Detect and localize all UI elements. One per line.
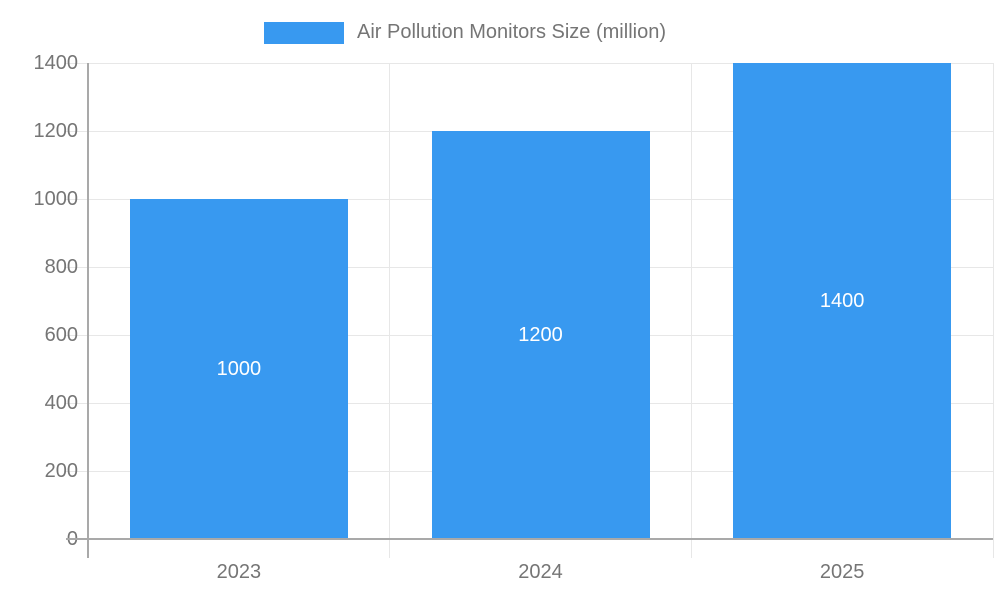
y-axis-tick-label: 400 <box>44 392 78 414</box>
legend-swatch <box>264 21 344 44</box>
bar-2023[interactable] <box>129 199 348 539</box>
x-axis-tick-label: 2025 <box>819 561 865 583</box>
x-gridline <box>690 63 692 558</box>
y-axis-tick-label: 600 <box>44 324 78 346</box>
y-axis-line <box>87 63 89 558</box>
y-axis-tick-label: 1000 <box>33 188 79 210</box>
bar-value-label: 1400 <box>819 290 865 312</box>
legend[interactable]: Air Pollution Monitors Size (million) <box>264 21 666 44</box>
bar-2025[interactable] <box>733 63 952 539</box>
bar-value-label: 1200 <box>518 324 563 346</box>
y-gridline <box>66 62 993 64</box>
y-axis-tick-label: 1400 <box>33 52 79 74</box>
x-gridline <box>389 63 391 558</box>
x-axis-tick-label: 2024 <box>518 561 563 583</box>
bar-value-label: 1000 <box>216 358 262 380</box>
y-axis-tick-label: 800 <box>44 256 78 278</box>
x-axis-tick-label: 2023 <box>216 561 262 583</box>
y-axis-tick-label: 1200 <box>33 120 79 142</box>
bar-2024[interactable] <box>431 131 650 539</box>
y-axis-tick-label: 200 <box>44 460 78 482</box>
legend-label: Air Pollution Monitors Size (million) <box>357 21 666 43</box>
x-axis-line <box>66 538 993 540</box>
x-gridline <box>992 63 994 558</box>
